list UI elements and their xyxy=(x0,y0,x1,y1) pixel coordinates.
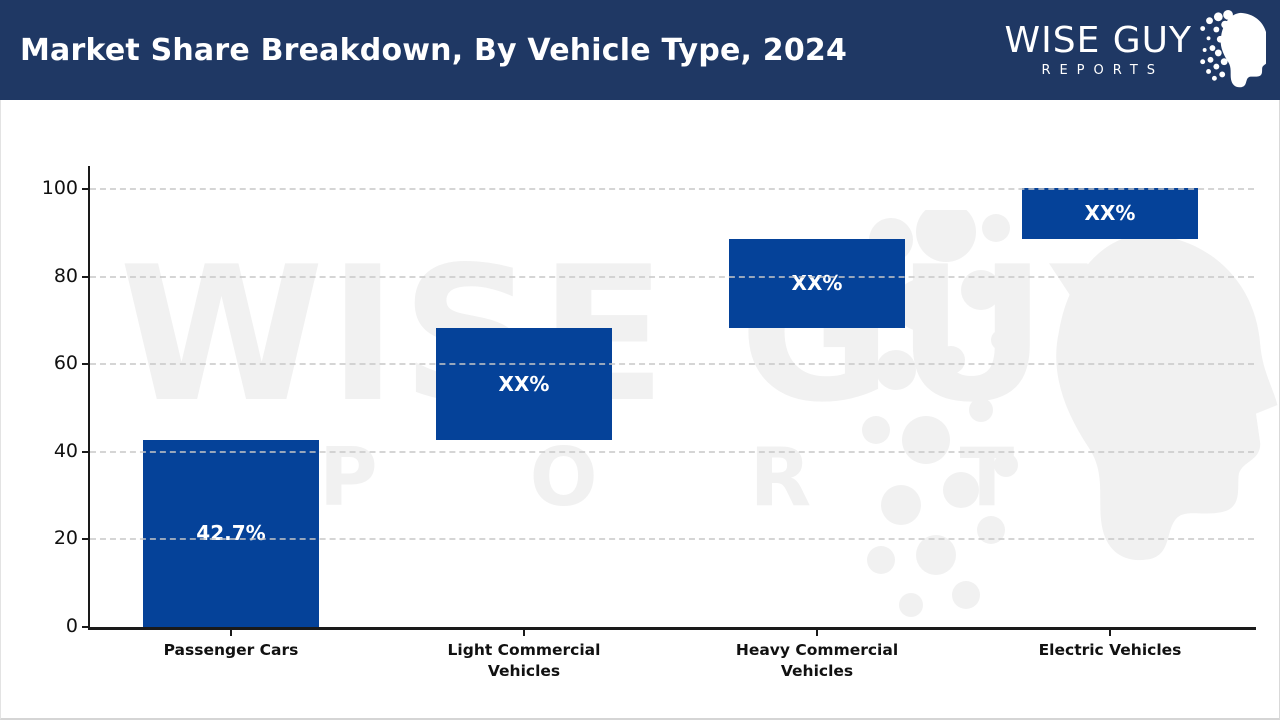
gridline xyxy=(90,188,1254,190)
y-tick-label: 20 xyxy=(53,527,78,550)
x-tick xyxy=(1109,629,1111,636)
page-title: Market Share Breakdown, By Vehicle Type,… xyxy=(20,32,848,68)
y-tick xyxy=(82,188,90,190)
bar-value-label: XX% xyxy=(498,371,550,396)
bar-segment: XX% xyxy=(729,238,905,328)
bar-segment: XX% xyxy=(1022,187,1198,239)
bar-segment: XX% xyxy=(436,327,612,440)
y-tick-label: 0 xyxy=(65,615,78,637)
x-tick xyxy=(230,629,232,636)
bar-value-label: XX% xyxy=(1084,201,1136,226)
logo-wordmark: WISE GUY xyxy=(1004,20,1192,61)
gridline xyxy=(90,450,1254,453)
y-tick xyxy=(82,538,90,541)
x-axis xyxy=(88,627,1256,630)
bar-value-label: XX% xyxy=(791,271,843,296)
y-tick xyxy=(82,626,90,628)
y-tick-label: 100 xyxy=(41,177,78,199)
category-label: Light Commercial Vehicles xyxy=(447,641,601,680)
y-tick xyxy=(82,450,90,453)
y-tick-label: 40 xyxy=(53,439,78,462)
header-bar: Market Share Breakdown, By Vehicle Type,… xyxy=(0,0,1280,100)
category-label: Passenger Cars xyxy=(163,641,299,659)
bar-segment: 42.7% xyxy=(143,439,319,627)
wise-guy-face-icon xyxy=(1200,9,1266,88)
chart-area: WISE GUY PORTS 0 20 40 60 80 100 42.7% Passenge… xyxy=(0,100,1280,720)
y-tick xyxy=(82,363,90,366)
y-tick xyxy=(82,275,90,278)
y-axis xyxy=(88,166,90,629)
x-tick xyxy=(816,629,818,636)
x-tick xyxy=(523,629,525,636)
gridline xyxy=(90,538,1254,541)
bar-chart: 0 20 40 60 80 100 42.7% Passenger Cars XX% Light … xyxy=(1,100,1279,718)
logo-subtitle: REPORTS xyxy=(1041,63,1165,78)
wise-guy-logo: WISE GUY REPORTS xyxy=(1004,9,1266,91)
category-label: Electric Vehicles xyxy=(1038,641,1182,659)
gridline xyxy=(90,363,1254,366)
gridline xyxy=(90,275,1254,278)
bar-value-label: 42.7% xyxy=(196,521,266,546)
y-tick-label: 80 xyxy=(53,264,78,287)
logo-text: WISE GUY REPORTS xyxy=(1004,20,1193,78)
y-tick-label: 60 xyxy=(53,352,78,375)
category-label: Heavy Commercial Vehicles xyxy=(735,641,899,680)
